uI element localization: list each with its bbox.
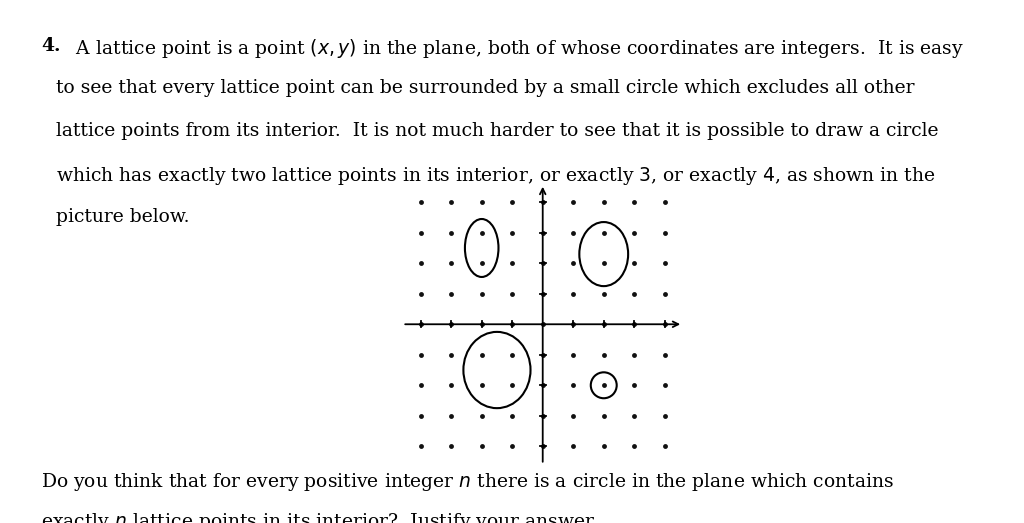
Text: exactly $n$ lattice points in its interior?  Justify your answer.: exactly $n$ lattice points in its interi… [41, 511, 600, 523]
Text: A lattice point is a point $(x, y)$ in the plane, both of whose coordinates are : A lattice point is a point $(x, y)$ in t… [70, 37, 964, 60]
Text: picture below.: picture below. [56, 208, 189, 226]
Text: which has exactly two lattice points in its interior, or exactly $3$, or exactly: which has exactly two lattice points in … [56, 165, 936, 187]
Text: lattice points from its interior.  It is not much harder to see that it is possi: lattice points from its interior. It is … [56, 122, 939, 140]
Text: to see that every lattice point can be surrounded by a small circle which exclud: to see that every lattice point can be s… [56, 79, 914, 97]
Text: 4.: 4. [41, 37, 60, 54]
Text: Do you think that for every positive integer $n$ there is a circle in the plane : Do you think that for every positive int… [41, 471, 894, 493]
